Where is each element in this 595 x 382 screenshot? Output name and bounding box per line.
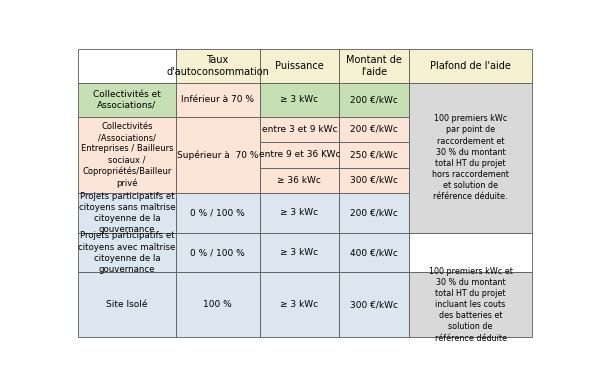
Bar	[259, 272, 339, 337]
Bar	[409, 83, 532, 233]
Text: 250 €/kWc: 250 €/kWc	[350, 151, 398, 159]
Text: Montant de
l'aide: Montant de l'aide	[346, 55, 402, 77]
Bar	[339, 117, 409, 142]
Text: Puissance: Puissance	[275, 61, 324, 71]
Text: ≥ 3 kWc: ≥ 3 kWc	[280, 95, 318, 104]
Bar	[259, 168, 339, 193]
Text: Inférieur à 70 %: Inférieur à 70 %	[181, 95, 254, 104]
Bar	[339, 233, 409, 272]
Bar	[339, 142, 409, 168]
Text: 300 €/kWc: 300 €/kWc	[350, 176, 398, 185]
Bar	[259, 142, 339, 168]
Text: Plafond de l'aide: Plafond de l'aide	[430, 61, 511, 71]
Bar	[409, 49, 532, 83]
Bar	[176, 49, 259, 83]
Text: Supérieur à  70 %: Supérieur à 70 %	[177, 150, 258, 160]
Bar	[259, 193, 339, 233]
Bar	[409, 233, 532, 272]
Text: 100 premiers kWc et
30 % du montant
total HT du projet
incluant les couts
des ba: 100 premiers kWc et 30 % du montant tota…	[428, 267, 512, 343]
Bar	[339, 193, 409, 233]
Bar	[259, 117, 339, 142]
Bar	[78, 117, 176, 193]
Bar	[78, 233, 176, 272]
Text: 200 €/kWc: 200 €/kWc	[350, 95, 398, 104]
Text: entre 3 et 9 kWc: entre 3 et 9 kWc	[262, 125, 337, 134]
Bar	[339, 83, 409, 117]
Bar	[339, 272, 409, 337]
Text: 100 %: 100 %	[203, 300, 232, 309]
Text: 100 premiers kWc
par point de
raccordement et
30 % du montant
total HT du projet: 100 premiers kWc par point de raccordeme…	[432, 114, 509, 201]
Text: Projets participatifs et
citoyens sans maîtrise
citoyenne de la
gouvernance: Projets participatifs et citoyens sans m…	[79, 192, 175, 234]
Bar	[339, 49, 409, 83]
Text: Taux
d'autoconsommation: Taux d'autoconsommation	[166, 55, 269, 77]
Text: Projets participatifs et
citoyens avec maîtrise
citoyenne de la
gouvernance: Projets participatifs et citoyens avec m…	[78, 231, 176, 274]
Bar	[339, 168, 409, 193]
Text: Collectivités
/Associations/
Entreprises / Bailleurs
sociaux /
Copropriétés/Bail: Collectivités /Associations/ Entreprises…	[80, 122, 173, 188]
Text: entre 9 et 36 KWc: entre 9 et 36 KWc	[258, 151, 340, 159]
Bar	[259, 49, 339, 83]
Bar	[259, 83, 339, 117]
Bar	[176, 83, 259, 117]
Text: ≥ 3 kWc: ≥ 3 kWc	[280, 208, 318, 217]
Text: 300 €/kWc: 300 €/kWc	[350, 300, 398, 309]
Bar	[409, 272, 532, 337]
Text: ≥ 3 kWc: ≥ 3 kWc	[280, 300, 318, 309]
Bar	[78, 83, 176, 117]
Bar	[176, 272, 259, 337]
Text: 400 €/kWc: 400 €/kWc	[350, 248, 398, 257]
Text: ≥ 3 kWc: ≥ 3 kWc	[280, 248, 318, 257]
Bar	[78, 49, 176, 83]
Bar	[176, 193, 259, 233]
Bar	[78, 193, 176, 233]
Bar	[259, 233, 339, 272]
Text: 0 % / 100 %: 0 % / 100 %	[190, 248, 245, 257]
Bar	[176, 117, 259, 193]
Bar	[78, 272, 176, 337]
Text: 0 % / 100 %: 0 % / 100 %	[190, 208, 245, 217]
Text: 200 €/kWc: 200 €/kWc	[350, 125, 398, 134]
Text: 200 €/kWc: 200 €/kWc	[350, 208, 398, 217]
Text: ≥ 36 kWc: ≥ 36 kWc	[277, 176, 321, 185]
Bar	[176, 233, 259, 272]
Text: Site Isolé: Site Isolé	[106, 300, 148, 309]
Text: Collectivités et
Associations/: Collectivités et Associations/	[93, 90, 161, 110]
